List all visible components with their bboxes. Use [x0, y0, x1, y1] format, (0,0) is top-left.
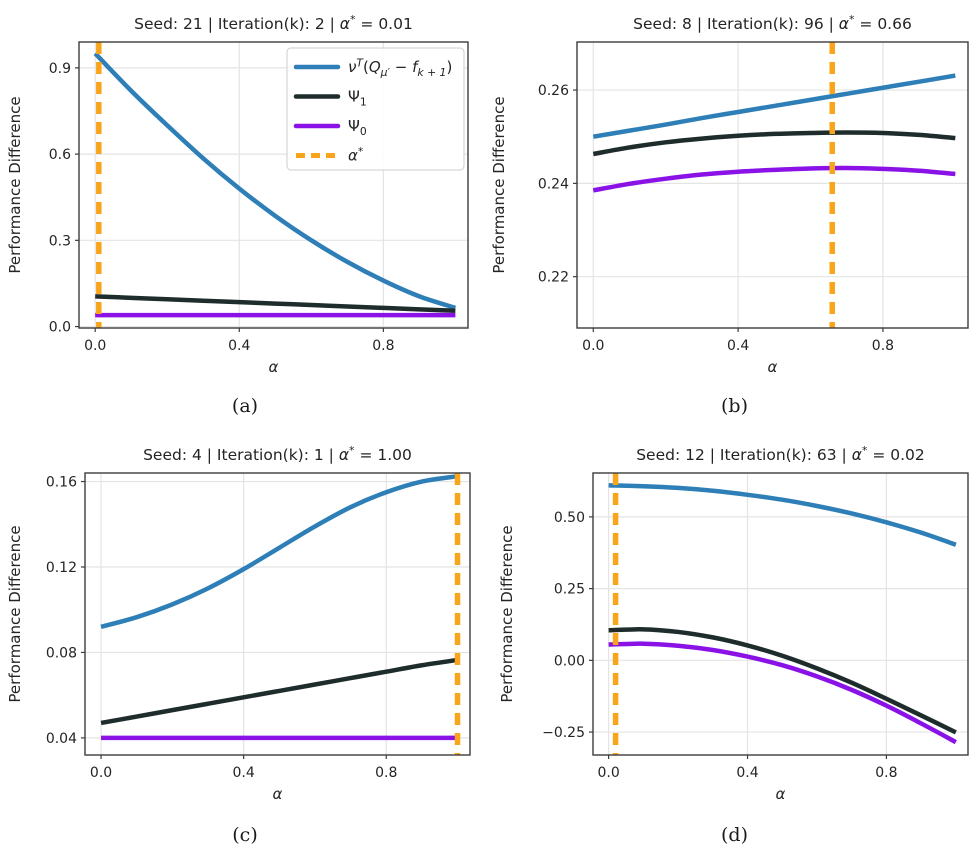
x-tick-label: 0.8 — [375, 765, 397, 781]
legend-label-psi-1: Ψ1 — [348, 88, 367, 109]
x-tick-label: 0.8 — [372, 338, 394, 354]
x-axis-label: α — [273, 785, 283, 803]
panel-d: 0.0 0.4 0.8 −0.25 0.00 0.25 0.50 Seed: 12 | Ite… — [490, 429, 979, 858]
y-tick-label: 0.16 — [46, 475, 77, 491]
y-tick-label: 0.22 — [538, 270, 569, 286]
series-nu-term — [608, 483, 957, 547]
x-tick-label: 0.4 — [727, 338, 749, 354]
plot-title: Seed: 21 | Iteration(k): 2 | α* = 0.01 — [134, 13, 413, 33]
y-axis-label: Performance Difference — [6, 96, 24, 273]
x-axis-label: α — [768, 358, 778, 376]
y-tick-label: 0.26 — [538, 83, 569, 99]
x-tick-label: 0.4 — [736, 765, 758, 781]
series-psi-1 — [608, 627, 957, 735]
x-tick-label: 0.8 — [875, 765, 897, 781]
x-axis-label: α — [776, 785, 786, 803]
chart-c: 0.0 0.4 0.8 0.04 0.08 0.12 0.16 Seed: 4 | Itera… — [6, 444, 471, 803]
series-nu-term — [93, 51, 457, 311]
legend-box — [286, 47, 465, 171]
panel-a: 0.0 0.4 0.8 0.0 0.3 0.6 0.9 Seed: 21 | Iteratio… — [0, 0, 490, 429]
y-tick-label: 0.9 — [49, 61, 71, 77]
caption-d: (d) — [721, 824, 748, 846]
chart-a: 0.0 0.4 0.8 0.0 0.3 0.6 0.9 Seed: 21 | Iteratio… — [6, 13, 469, 376]
plot-spines — [78, 41, 469, 329]
caption-a: (a) — [231, 395, 259, 417]
y-tick-label: 0.0 — [49, 320, 71, 336]
series-psi-1 — [592, 130, 956, 157]
x-tick-label: 0.0 — [582, 338, 604, 354]
x-tick-label: 0.0 — [84, 338, 106, 354]
x-tick-label: 0.4 — [228, 338, 250, 354]
y-axis-label: Performance Difference — [498, 525, 516, 702]
x-tick-label: 0.8 — [872, 338, 894, 354]
y-tick-label: 0.08 — [46, 645, 77, 661]
y-tick-label: 0.04 — [46, 731, 77, 747]
panel-c: 0.0 0.4 0.8 0.04 0.08 0.12 0.16 Seed: 4 | Itera… — [0, 429, 490, 858]
plot-spines — [84, 472, 471, 756]
y-tick-label: 0.3 — [49, 233, 71, 249]
chart-b: 0.0 0.4 0.8 0.22 0.24 0.26 Seed: 8 | Iteration… — [490, 13, 969, 376]
plot-spines — [592, 472, 969, 756]
series-psi-1 — [100, 657, 458, 726]
y-tick-label: 0.50 — [554, 510, 585, 526]
chart-d: 0.0 0.4 0.8 −0.25 0.00 0.25 0.50 Seed: 12 | Ite… — [498, 444, 969, 803]
plot-title: Seed: 4 | Iteration(k): 1 | α* = 1.00 — [143, 444, 412, 464]
y-tick-label: −0.25 — [542, 725, 585, 741]
series-psi-0 — [608, 641, 957, 745]
series-nu-term — [592, 73, 956, 139]
x-axis-label: α — [269, 358, 279, 376]
plot-title: Seed: 8 | Iteration(k): 96 | α* = 0.66 — [633, 13, 912, 33]
plot-spines — [576, 41, 969, 329]
legend-label-nu-term: νT(Qμ′ − fk + 1) — [348, 57, 452, 80]
plot-title: Seed: 12 | Iteration(k): 63 | α* = 0.02 — [636, 444, 925, 464]
y-axis-label: Performance Difference — [490, 96, 508, 273]
x-tick-label: 0.0 — [90, 765, 112, 781]
x-tick-label: 0.4 — [233, 765, 255, 781]
x-tick-label: 0.0 — [597, 765, 619, 781]
legend-label-alpha-star: α* — [348, 145, 364, 165]
caption-c: (c) — [232, 824, 258, 846]
series-psi-0 — [592, 165, 956, 193]
series-nu-term — [100, 473, 458, 629]
series-psi-1 — [95, 294, 456, 313]
y-tick-label: 0.6 — [49, 147, 71, 163]
y-tick-label: 0.25 — [554, 582, 585, 598]
legend-label-psi-0: Ψ0 — [348, 117, 367, 138]
y-axis-label: Performance Difference — [6, 525, 24, 702]
caption-b: (b) — [721, 395, 748, 417]
panel-b: 0.0 0.4 0.8 0.22 0.24 0.26 Seed: 8 | Iteration… — [490, 0, 979, 429]
y-tick-label: 0.00 — [554, 653, 585, 669]
y-tick-label: 0.24 — [538, 176, 569, 192]
y-tick-label: 0.12 — [46, 560, 77, 576]
